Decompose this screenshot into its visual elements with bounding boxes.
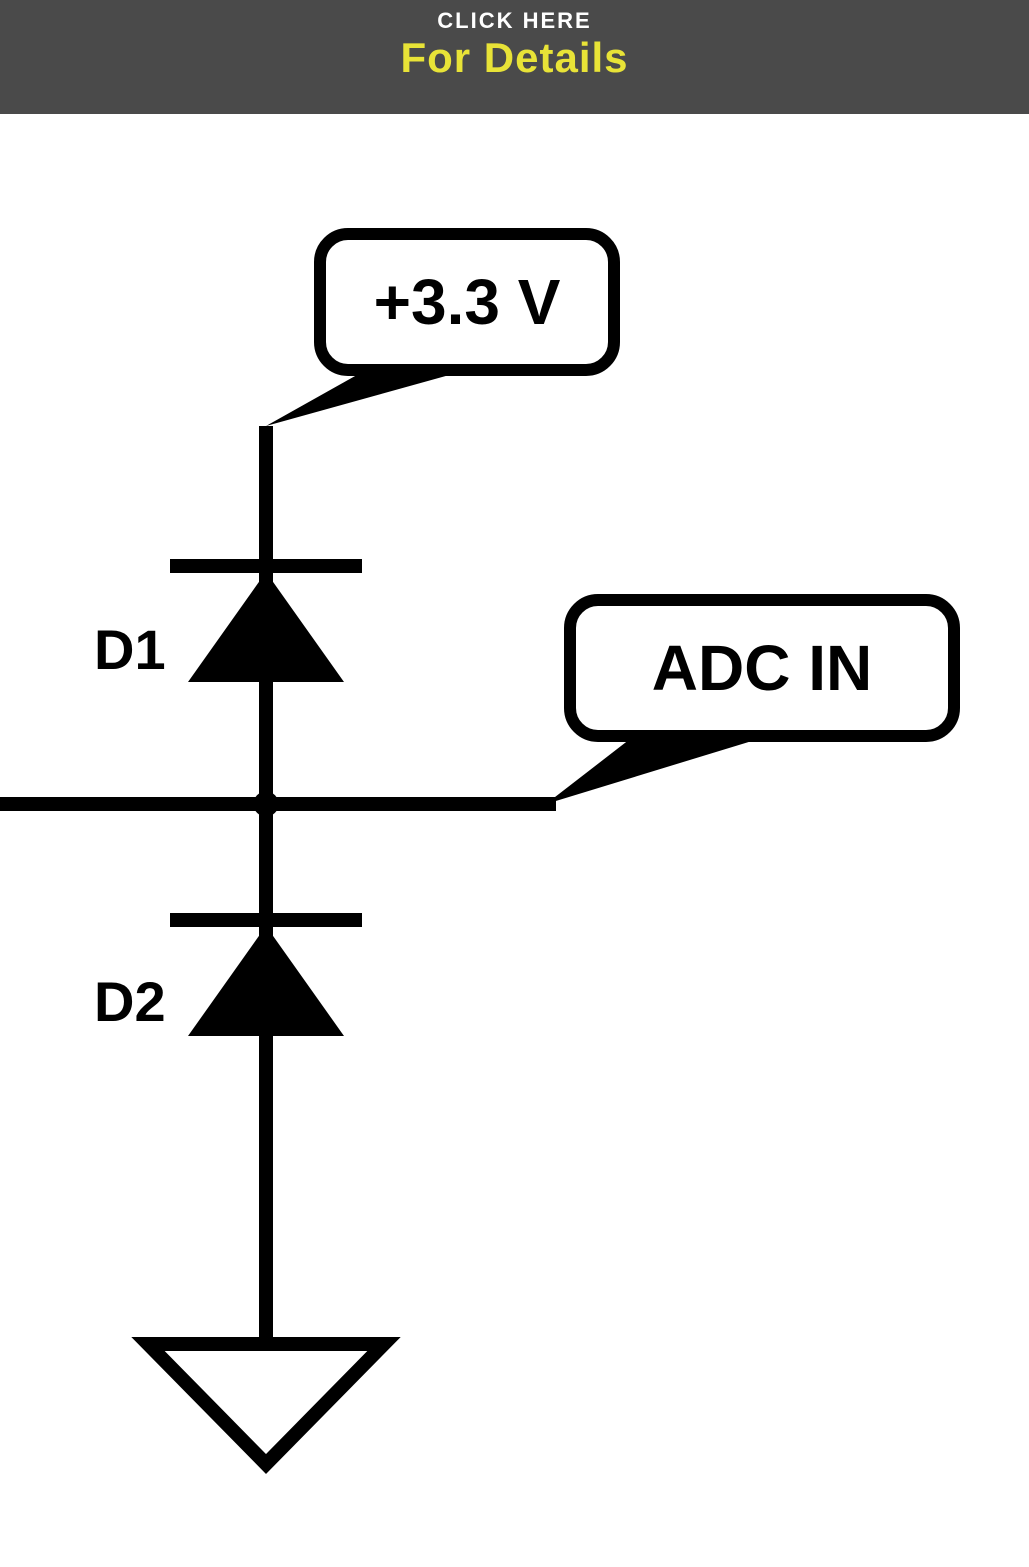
- banner-line1: CLICK HERE: [0, 8, 1029, 34]
- svg-text:ADC IN: ADC IN: [652, 632, 872, 704]
- voltage-callout: +3.3 V: [266, 234, 614, 426]
- circuit-diagram: +3.3 V ADC IN D1 D2: [0, 114, 1029, 1567]
- promo-banner[interactable]: CLICK HERE For Details: [0, 0, 1029, 114]
- svg-text:+3.3 V: +3.3 V: [374, 266, 561, 338]
- svg-text:D1: D1: [94, 618, 166, 681]
- banner-line2: For Details: [0, 34, 1029, 82]
- adc-in-callout: ADC IN: [546, 600, 954, 804]
- svg-text:D2: D2: [94, 970, 166, 1033]
